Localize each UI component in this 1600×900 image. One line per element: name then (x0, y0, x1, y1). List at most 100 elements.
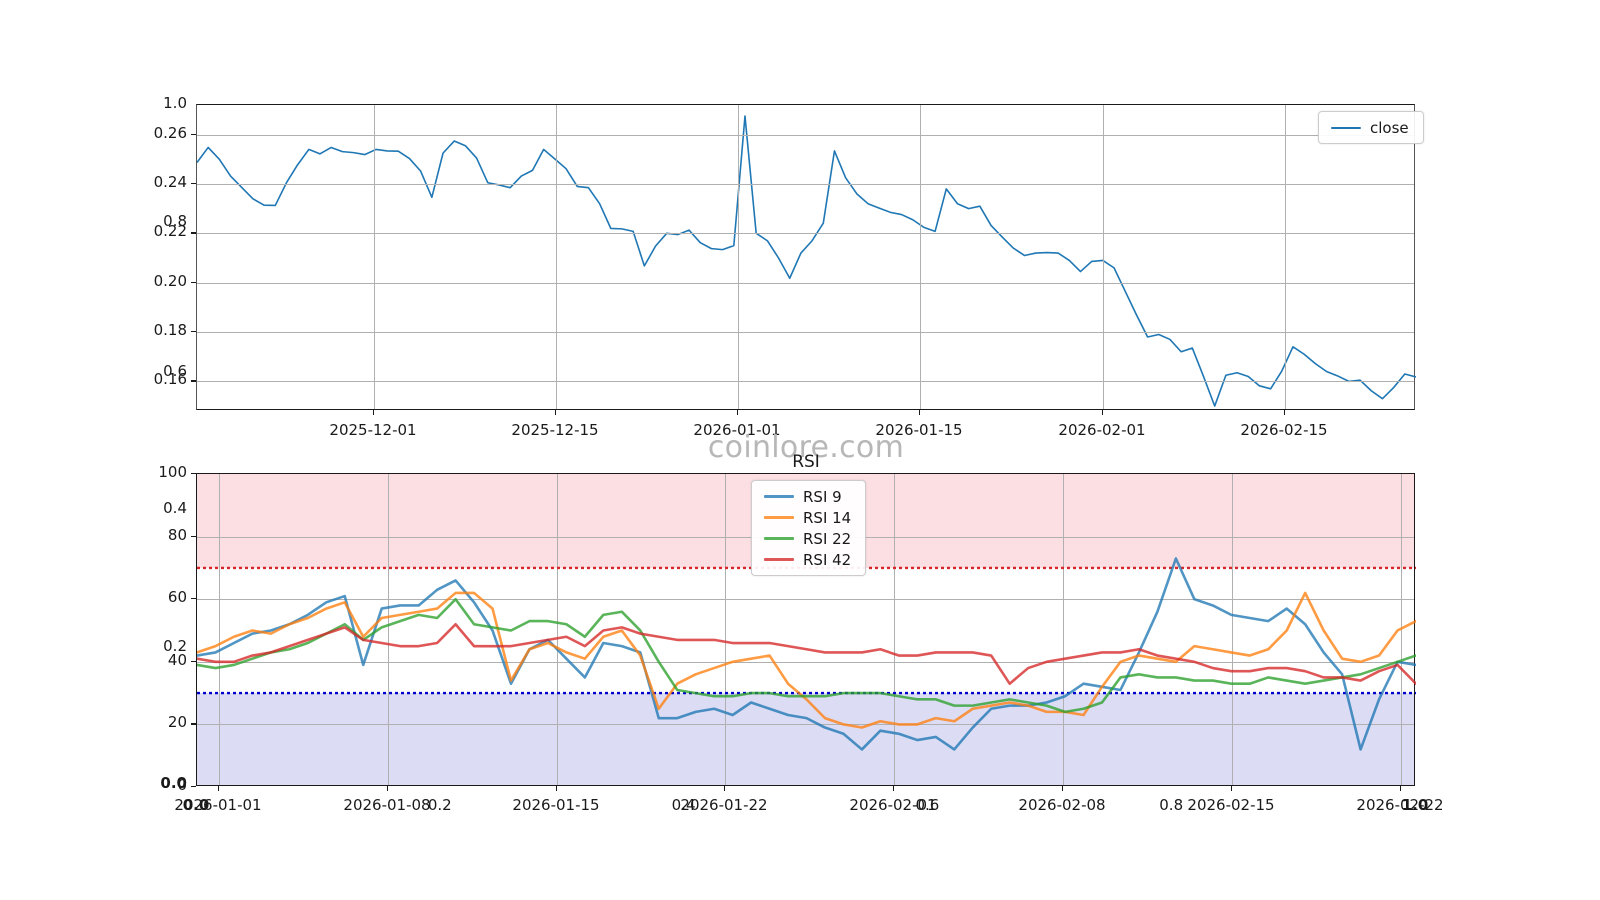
legend-item: RSI 42 (754, 549, 863, 570)
price-y-tick-label: 0.18 (153, 321, 187, 340)
price-x-tick-label: 2026-01-01 (693, 421, 781, 439)
tick-mark (191, 380, 196, 382)
rsi-y-tick-phantom-label: 0.4 (163, 498, 187, 517)
tick-mark (191, 786, 196, 788)
rsi-x-tick-label: 2026-01-01 (174, 796, 262, 814)
rsi-x-tick-label: 2026-02-08 (1018, 796, 1106, 814)
price-y-tick-label: 0.24 (153, 172, 187, 191)
rsi-x-tick-phantom-label: 0.0 (182, 796, 210, 814)
gridline (197, 233, 1414, 235)
rsi-x-tick-label: 2026-01-22 (680, 796, 768, 814)
gridline (197, 381, 1414, 383)
price-x-tick-label: 2026-02-01 (1058, 421, 1146, 439)
tick-mark (737, 410, 739, 415)
rsi-x-tick-label: 2026-02-01 (849, 796, 937, 814)
rsi-x-tick-label: 2026-01-15 (512, 796, 600, 814)
tick-mark (191, 281, 196, 283)
legend-color-swatch (1331, 126, 1361, 129)
gridline (894, 474, 895, 785)
price-y-tick-label: 0.26 (153, 123, 187, 142)
tick-mark (191, 535, 196, 537)
price-legend: close (1318, 111, 1424, 144)
rsi-y-tick-label: 40 (167, 650, 187, 669)
tick-mark (191, 660, 196, 663)
rsi-line-rsi-9 (197, 559, 1416, 750)
gridline (197, 661, 1414, 663)
tick-mark (373, 410, 375, 415)
tick-mark (191, 331, 196, 333)
watermark: coinlore.com (707, 430, 905, 465)
rsi-x-tick-label: 2026-02-15 (1187, 796, 1275, 814)
legend-label: RSI 9 (803, 487, 842, 506)
price-plot-area (196, 104, 1415, 410)
tick-mark (191, 598, 196, 600)
price-y-tick-label: 0.20 (153, 271, 187, 290)
rsi-x-tick-phantom-label: 0.6 (915, 796, 940, 814)
price-y-tick-label: 0.22 (153, 222, 187, 241)
rsi-y-tick-label: 80 (167, 525, 187, 544)
tick-mark (191, 182, 196, 185)
rsi-y-tick-label: 60 (167, 588, 187, 607)
tick-mark (555, 410, 557, 415)
legend-item: RSI 14 (754, 507, 863, 528)
rsi-y-tick-label: 20 (167, 713, 187, 732)
close-line (197, 116, 1416, 406)
price-x-tick-label: 2026-02-15 (1240, 421, 1328, 439)
rsi-x-tick-phantom-label: 1.0 (1401, 796, 1429, 814)
gridline (197, 134, 1414, 136)
rsi-y-tick-label: 0 (177, 776, 187, 794)
price-line-series (197, 105, 1416, 411)
legend-item: close (1321, 117, 1421, 138)
gridline (197, 183, 1414, 185)
gridline (197, 599, 1414, 601)
gridline (920, 105, 921, 409)
tick-mark (191, 473, 196, 475)
legend-color-swatch (764, 536, 794, 541)
legend-label: close (1370, 118, 1409, 137)
price-y-tick-label: 0.16 (153, 370, 187, 389)
gridline (557, 474, 558, 785)
tick-mark (1102, 410, 1104, 415)
rsi-x-tick-phantom-label: 0.8 (1159, 796, 1184, 814)
gridline (738, 105, 739, 409)
gridline (374, 105, 375, 409)
tick-mark (724, 786, 726, 791)
legend-label: RSI 22 (803, 529, 852, 548)
rsi-legend: RSI 9 RSI 14 RSI 22 RSI 42 (751, 480, 867, 576)
rsi-y-tick-label: 100 (158, 463, 187, 481)
price-y-tick-phantom-label: 0.6 (163, 362, 187, 381)
rsi-x-tick-phantom-label: 0.4 (671, 796, 696, 814)
tick-mark (218, 786, 220, 791)
gridline (197, 724, 1414, 726)
oversold-band (197, 693, 1414, 785)
tick-mark (387, 786, 389, 791)
legend-label: RSI 14 (803, 508, 852, 527)
tick-mark (919, 410, 921, 415)
gridline (1063, 474, 1064, 785)
gridline (1232, 474, 1233, 785)
tick-mark (1400, 786, 1402, 791)
tick-mark (1284, 410, 1286, 415)
rsi-line-rsi-14 (197, 593, 1416, 728)
tick-mark (191, 133, 196, 135)
tick-mark (1062, 786, 1064, 791)
rsi-line-series (197, 474, 1416, 787)
rsi-x-tick-label: 2026-01-08 (343, 796, 431, 814)
legend-item: RSI 22 (754, 528, 863, 549)
gridline (725, 474, 726, 785)
rsi-line-rsi-22 (197, 599, 1416, 712)
gridline (197, 332, 1414, 334)
legend-color-swatch (764, 494, 794, 499)
gridline (388, 474, 389, 785)
gridline (219, 474, 220, 785)
gridline (1285, 105, 1286, 409)
price-x-tick-label: 2025-12-01 (329, 421, 417, 439)
legend-item: RSI 9 (754, 486, 863, 507)
tick-mark (556, 786, 558, 791)
gridline (556, 105, 557, 409)
rsi-chart-title: RSI (792, 452, 820, 472)
rsi-x-tick-phantom-label: 0.2 (427, 796, 452, 814)
gridline (1103, 105, 1104, 409)
rsi-line-rsi-42 (197, 624, 1416, 683)
